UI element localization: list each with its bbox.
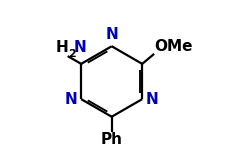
Text: N: N xyxy=(105,27,118,42)
Text: N: N xyxy=(74,40,87,55)
Text: N: N xyxy=(65,92,78,107)
Text: N: N xyxy=(146,92,158,107)
Text: H: H xyxy=(55,40,68,55)
Text: OMe: OMe xyxy=(154,39,192,54)
Text: Ph: Ph xyxy=(101,132,123,147)
Text: 2: 2 xyxy=(68,49,76,59)
